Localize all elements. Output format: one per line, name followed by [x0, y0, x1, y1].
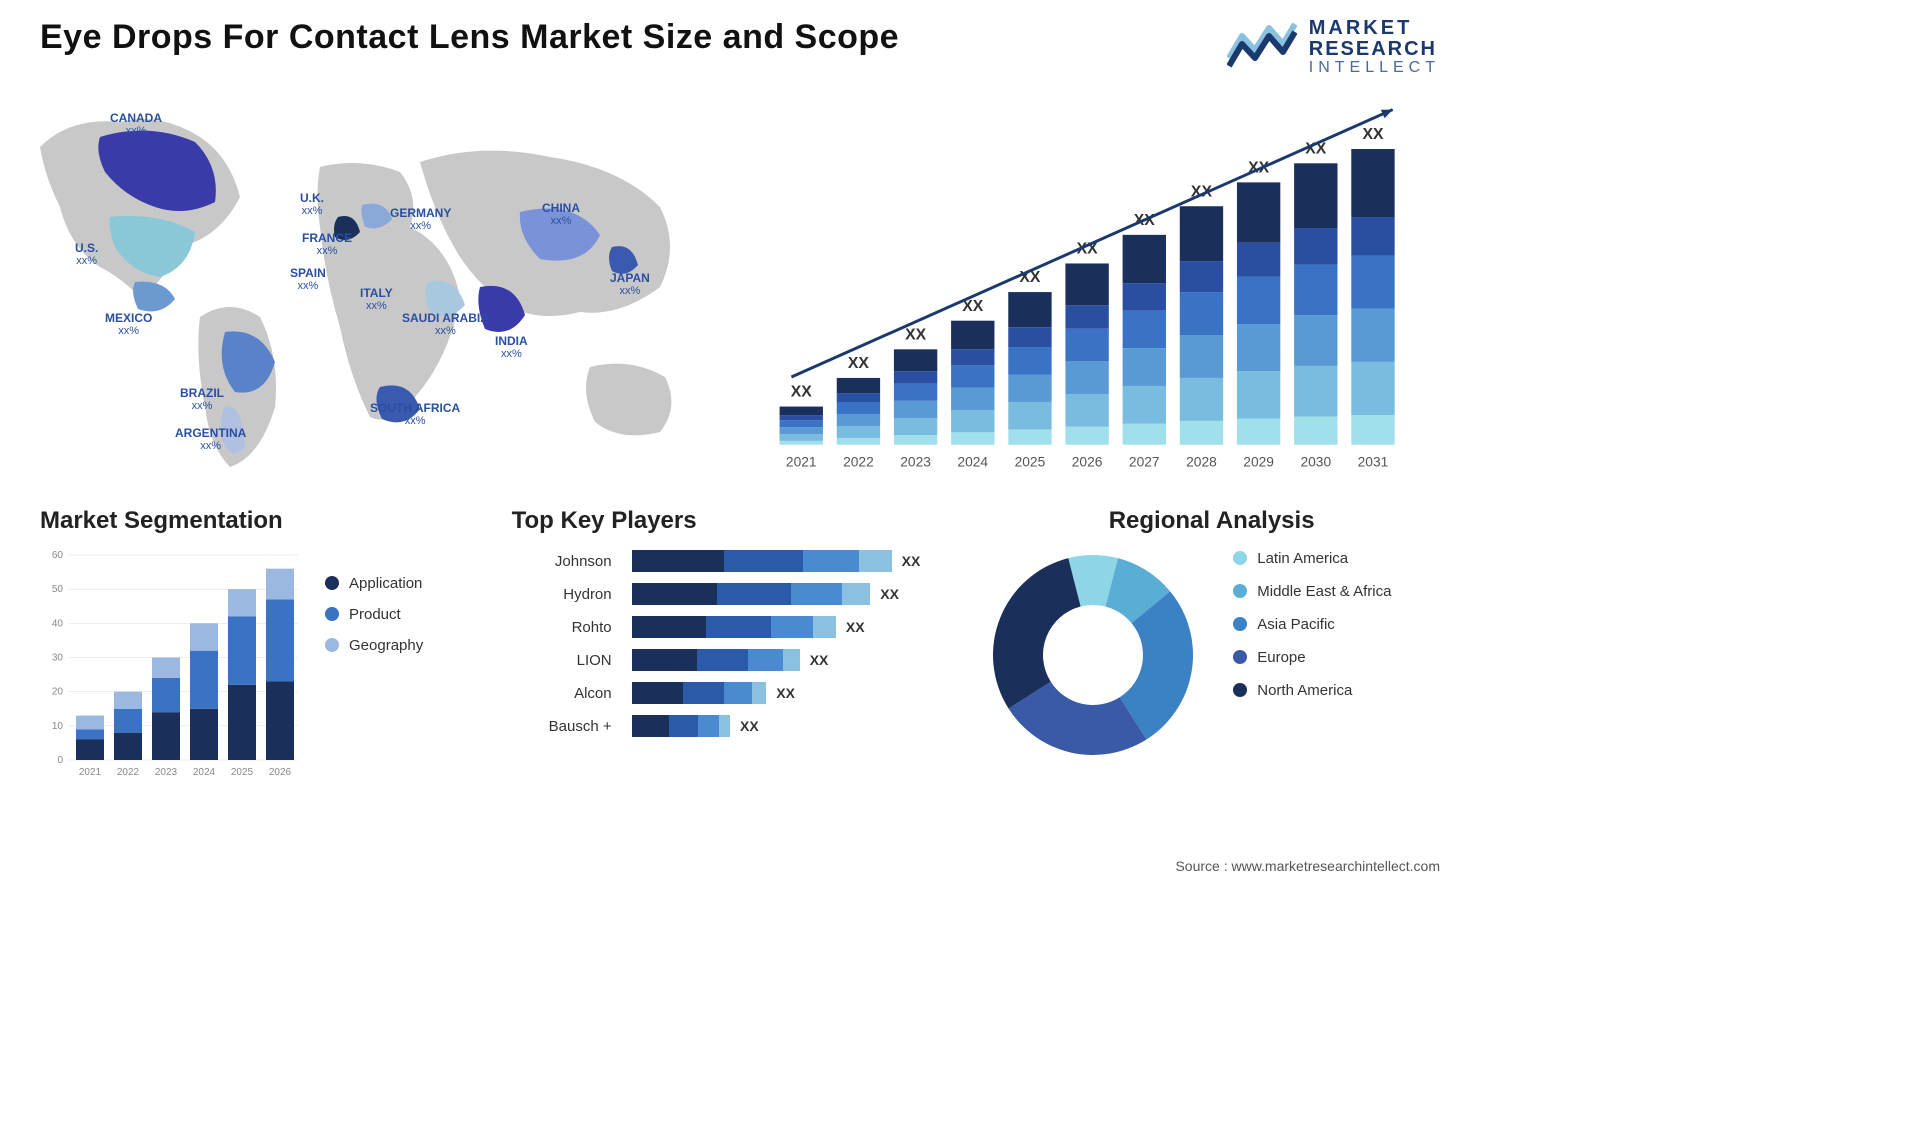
svg-text:60: 60	[52, 550, 64, 561]
donut-legend: Latin America Middle East & Africa Asia Pa…	[1233, 550, 1391, 715]
map-label-japan: JAPANxx%	[610, 272, 650, 297]
key-players-panel: Top Key Players JohnsonHydronRohtoLIONAl…	[512, 507, 934, 785]
map-label-uk: U.K.xx%	[300, 192, 324, 217]
map-label-saudiarabia: SAUDI ARABIAxx%	[402, 312, 489, 337]
key-players-title: Top Key Players	[512, 507, 934, 535]
segmentation-chart: 0 10 20 30 40 50 60 2021 2022 2023 2024 2025 2026	[40, 545, 300, 785]
header: Eye Drops For Contact Lens Market Size a…	[0, 0, 1480, 77]
donut-chart	[983, 545, 1203, 765]
regional-panel: Regional Analysis Latin America Middle Ea…	[983, 507, 1440, 785]
world-map: CANADAxx% U.S.xx% MEXICOxx% BRAZILxx% ARGENT…	[20, 87, 720, 487]
legend-item: Geography	[325, 637, 423, 654]
map-label-mexico: MEXICOxx%	[105, 312, 152, 337]
map-label-argentina: ARGENTINAxx%	[175, 427, 246, 452]
map-label-brazil: BRAZILxx%	[180, 387, 224, 412]
region-legend-item: Europe	[1233, 649, 1391, 666]
top-row: CANADAxx% U.S.xx% MEXICOxx% BRAZILxx% ARGENT…	[0, 77, 1480, 487]
player-bar-row: XX	[632, 677, 934, 710]
forecast-chart: XX2021XX2022XX2023XX2024XX2025XX2026XX20…	[750, 87, 1440, 487]
svg-text:2022: 2022	[117, 767, 140, 778]
legend-item: Product	[325, 606, 423, 623]
svg-text:2028: 2028	[1186, 454, 1217, 469]
svg-text:2024: 2024	[193, 767, 216, 778]
player-label: Alcon	[512, 677, 612, 710]
player-bar-row: XX	[632, 644, 934, 677]
logo-mark-icon	[1227, 18, 1297, 70]
svg-text:10: 10	[52, 721, 64, 732]
svg-text:2026: 2026	[1072, 454, 1103, 469]
player-label: LION	[512, 644, 612, 677]
legend-item: Application	[325, 575, 423, 592]
region-legend-item: Asia Pacific	[1233, 616, 1391, 633]
svg-text:2025: 2025	[1015, 454, 1046, 469]
player-label: Rohto	[512, 611, 612, 644]
map-label-spain: SPAINxx%	[290, 267, 326, 292]
region-legend-item: Latin America	[1233, 550, 1391, 567]
svg-text:2025: 2025	[231, 767, 254, 778]
map-label-china: CHINAxx%	[542, 202, 580, 227]
bottom-row: Market Segmentation 0 10 20 30 40 50 60 2021 202…	[0, 487, 1480, 785]
svg-text:2030: 2030	[1300, 454, 1331, 469]
svg-text:20: 20	[52, 686, 64, 697]
key-players-labels: JohnsonHydronRohtoLIONAlconBausch +	[512, 545, 612, 743]
svg-text:XX: XX	[791, 383, 813, 400]
svg-text:30: 30	[52, 652, 64, 663]
map-label-france: FRANCExx%	[302, 232, 352, 257]
svg-text:XX: XX	[905, 326, 927, 343]
player-label: Hydron	[512, 578, 612, 611]
svg-text:2026: 2026	[269, 767, 292, 778]
segmentation-panel: Market Segmentation 0 10 20 30 40 50 60 2021 202…	[40, 507, 462, 785]
map-label-india: INDIAxx%	[495, 335, 528, 360]
key-players-bars: XXXXXXXXXXXX	[632, 545, 934, 743]
source-text: Source : www.marketresearchintellect.com	[1175, 858, 1440, 874]
map-label-canada: CANADAxx%	[110, 112, 162, 137]
svg-text:2023: 2023	[900, 454, 931, 469]
player-label: Johnson	[512, 545, 612, 578]
svg-text:0: 0	[57, 755, 63, 766]
svg-text:2022: 2022	[843, 454, 874, 469]
svg-text:2029: 2029	[1243, 454, 1274, 469]
region-legend-item: Middle East & Africa	[1233, 583, 1391, 600]
map-label-southafrica: SOUTH AFRICAxx%	[370, 402, 460, 427]
map-label-italy: ITALYxx%	[360, 287, 393, 312]
svg-text:XX: XX	[848, 355, 870, 372]
svg-text:2021: 2021	[79, 767, 102, 778]
player-label: Bausch +	[512, 710, 612, 743]
svg-text:40: 40	[52, 618, 64, 629]
segmentation-title: Market Segmentation	[40, 507, 462, 535]
svg-text:XX: XX	[1362, 126, 1384, 143]
svg-text:50: 50	[52, 584, 64, 595]
player-bar-row: XX	[632, 545, 934, 578]
map-label-germany: GERMANYxx%	[390, 207, 451, 232]
region-legend-item: North America	[1233, 682, 1391, 699]
player-bar-row: XX	[632, 578, 934, 611]
logo-text: MARKET RESEARCH INTELLECT	[1309, 18, 1440, 77]
player-bar-row: XX	[632, 710, 934, 743]
svg-text:2031: 2031	[1358, 454, 1389, 469]
segmentation-legend: Application Product Geography	[325, 575, 423, 668]
svg-text:2021: 2021	[786, 454, 817, 469]
regional-title: Regional Analysis	[983, 507, 1440, 535]
svg-text:2027: 2027	[1129, 454, 1160, 469]
svg-text:2024: 2024	[957, 454, 988, 469]
map-label-us: U.S.xx%	[75, 242, 98, 267]
player-bar-row: XX	[632, 611, 934, 644]
logo: MARKET RESEARCH INTELLECT	[1227, 18, 1440, 77]
svg-text:2023: 2023	[155, 767, 178, 778]
page-title: Eye Drops For Contact Lens Market Size a…	[40, 18, 899, 57]
